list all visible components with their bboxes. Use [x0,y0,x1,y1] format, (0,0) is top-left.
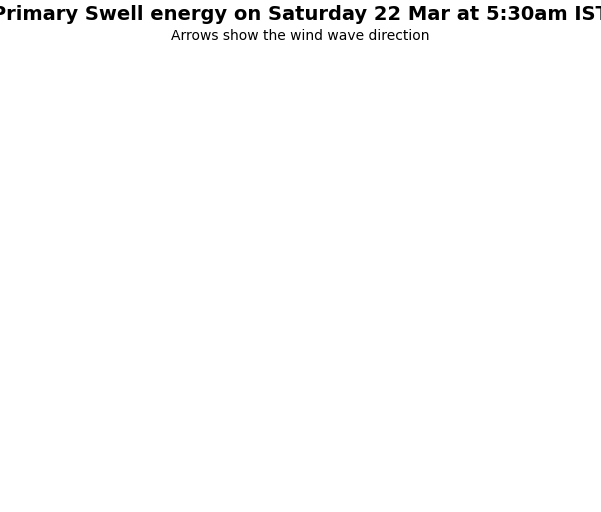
Text: Arrows show the wind wave direction: Arrows show the wind wave direction [171,29,430,43]
Text: Primary Swell energy on Saturday 22 Mar at 5:30am IST: Primary Swell energy on Saturday 22 Mar … [0,5,601,24]
